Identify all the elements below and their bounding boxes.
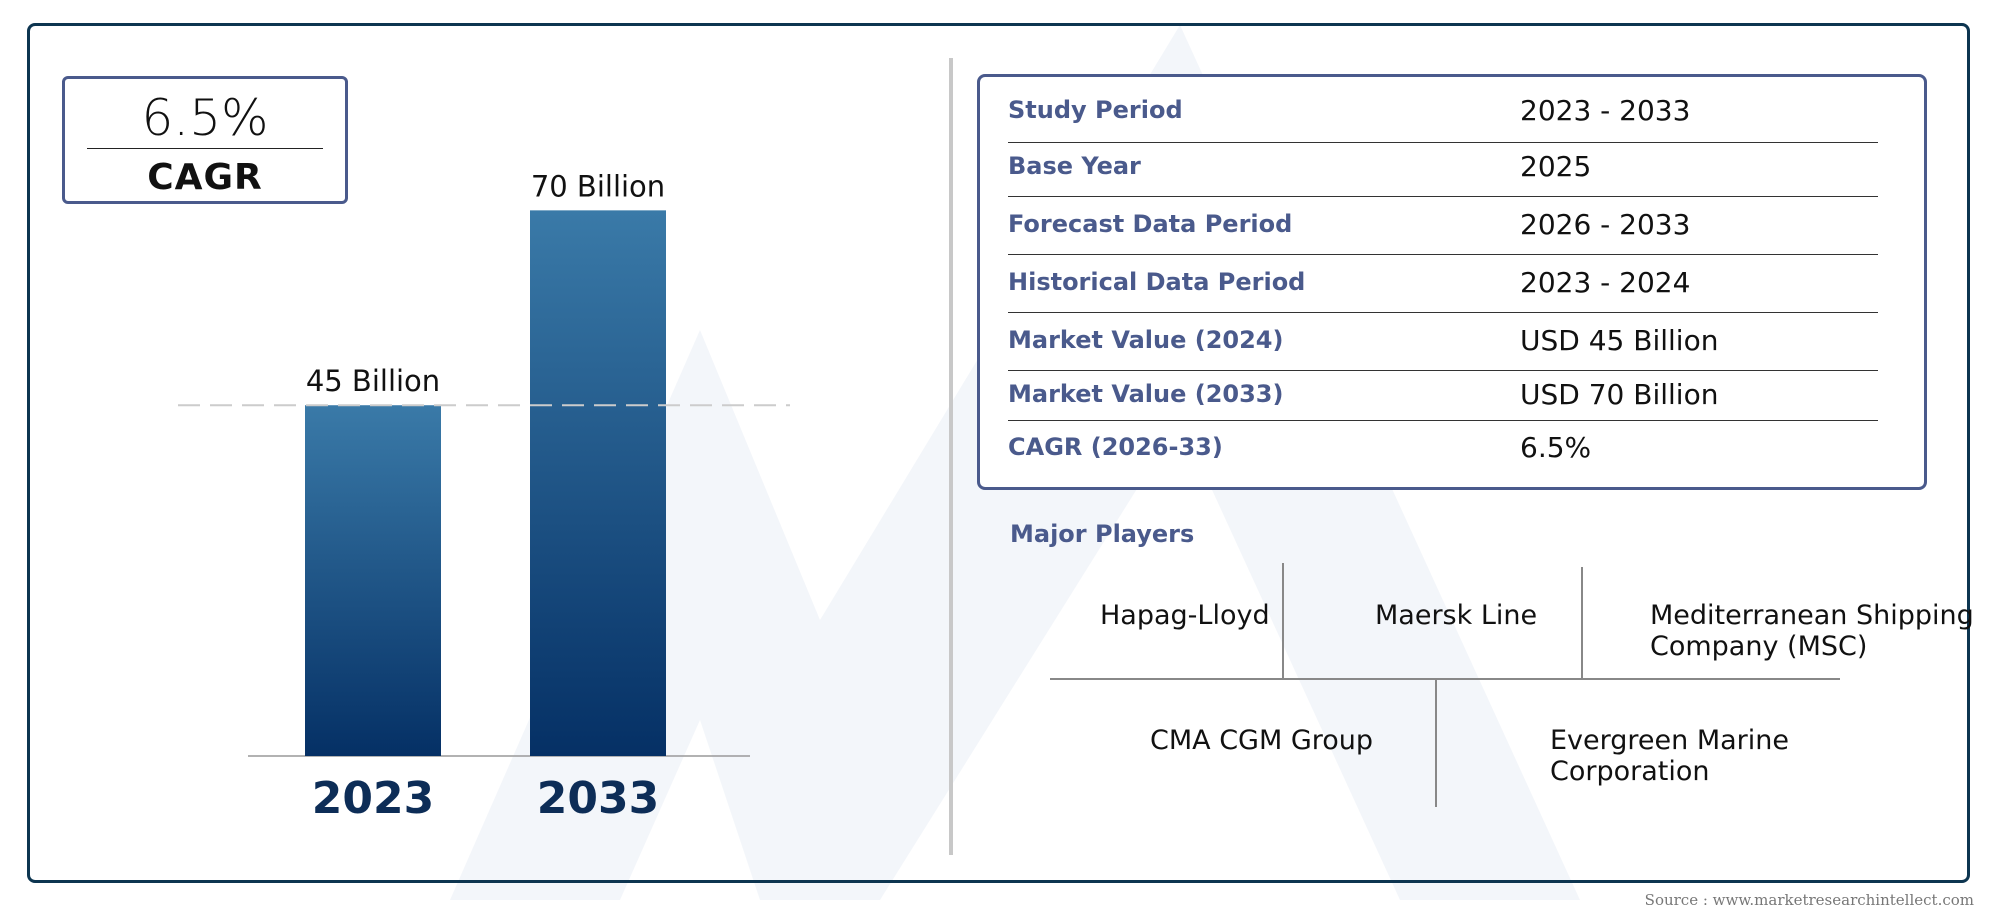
info-row: Market Value (2033) USD 70 Billion: [1008, 371, 1878, 421]
player-name: Maersk Line: [1375, 600, 1538, 631]
info-row: Forecast Data Period 2026 - 2033: [1008, 197, 1878, 255]
player-maersk-line: Maersk Line: [1375, 600, 1537, 631]
info-value: 2023 - 2033: [1520, 94, 1691, 127]
info-label: Study Period: [1008, 96, 1183, 124]
market-info-table: Study Period 2023 - 2033 Base Year 2025 Fore…: [977, 74, 1927, 490]
bar-2023: [305, 405, 441, 756]
x-tick-label: 2023: [312, 773, 434, 824]
cagr-label: CAGR: [147, 157, 263, 198]
info-value: 2023 - 2024: [1520, 266, 1691, 299]
player-msc: Mediterranean Shipping Company (MSC): [1650, 600, 1974, 662]
player-name-line2: Company (MSC): [1650, 631, 1868, 662]
outer-frame: [27, 23, 1970, 883]
bar-2033: [530, 210, 666, 756]
info-row: Market Value (2024) USD 45 Billion: [1008, 313, 1878, 371]
info-value: USD 70 Billion: [1520, 378, 1719, 411]
info-row: Study Period 2023 - 2033: [1008, 81, 1878, 143]
players-divider-vertical: [1282, 563, 1284, 678]
vertical-divider: [949, 58, 953, 855]
players-divider-horizontal: [1050, 678, 1840, 680]
player-evergreen: Evergreen Marine Corporation: [1550, 725, 1789, 787]
info-value: 2026 - 2033: [1520, 208, 1691, 241]
data-label: 70 Billion: [531, 169, 665, 203]
player-name: Hapag-Lloyd: [1100, 600, 1270, 631]
source-note: Source : www.marketresearchintellect.com: [1644, 891, 1974, 909]
info-label: Market Value (2033): [1008, 380, 1284, 408]
player-hapag-lloyd: Hapag-Lloyd: [1100, 600, 1270, 631]
player-name: Evergreen Marine: [1550, 725, 1790, 756]
info-label: Market Value (2024): [1008, 326, 1284, 354]
players-divider-vertical: [1581, 567, 1583, 678]
info-label: Historical Data Period: [1008, 268, 1306, 296]
info-row: CAGR (2026-33) 6.5%: [1008, 421, 1878, 477]
info-label: Forecast Data Period: [1008, 210, 1293, 238]
info-row: Historical Data Period 2023 - 2024: [1008, 255, 1878, 313]
major-players-title: Major Players: [1010, 520, 1195, 548]
cagr-divider: [87, 148, 323, 149]
info-value: 6.5%: [1520, 431, 1592, 464]
data-label: 45 Billion: [306, 364, 440, 398]
players-divider-vertical: [1435, 679, 1437, 807]
cagr-badge: 6.5% CAGR: [62, 76, 348, 204]
info-value: 2025: [1520, 150, 1592, 183]
cagr-value: 6.5%: [141, 89, 269, 147]
info-label: Base Year: [1008, 152, 1141, 180]
x-tick-label: 2033: [537, 773, 659, 824]
player-name: CMA CGM Group: [1150, 725, 1374, 756]
player-name: Mediterranean Shipping: [1650, 600, 1974, 631]
player-cma-cgm: CMA CGM Group: [1150, 725, 1373, 756]
info-label: CAGR (2026-33): [1008, 433, 1223, 461]
bar-chart: 45 Billion 2023 70 Billion 2033: [178, 169, 790, 824]
info-row: Base Year 2025: [1008, 139, 1878, 197]
info-value: USD 45 Billion: [1520, 324, 1719, 357]
player-name-line2: Corporation: [1550, 756, 1710, 787]
